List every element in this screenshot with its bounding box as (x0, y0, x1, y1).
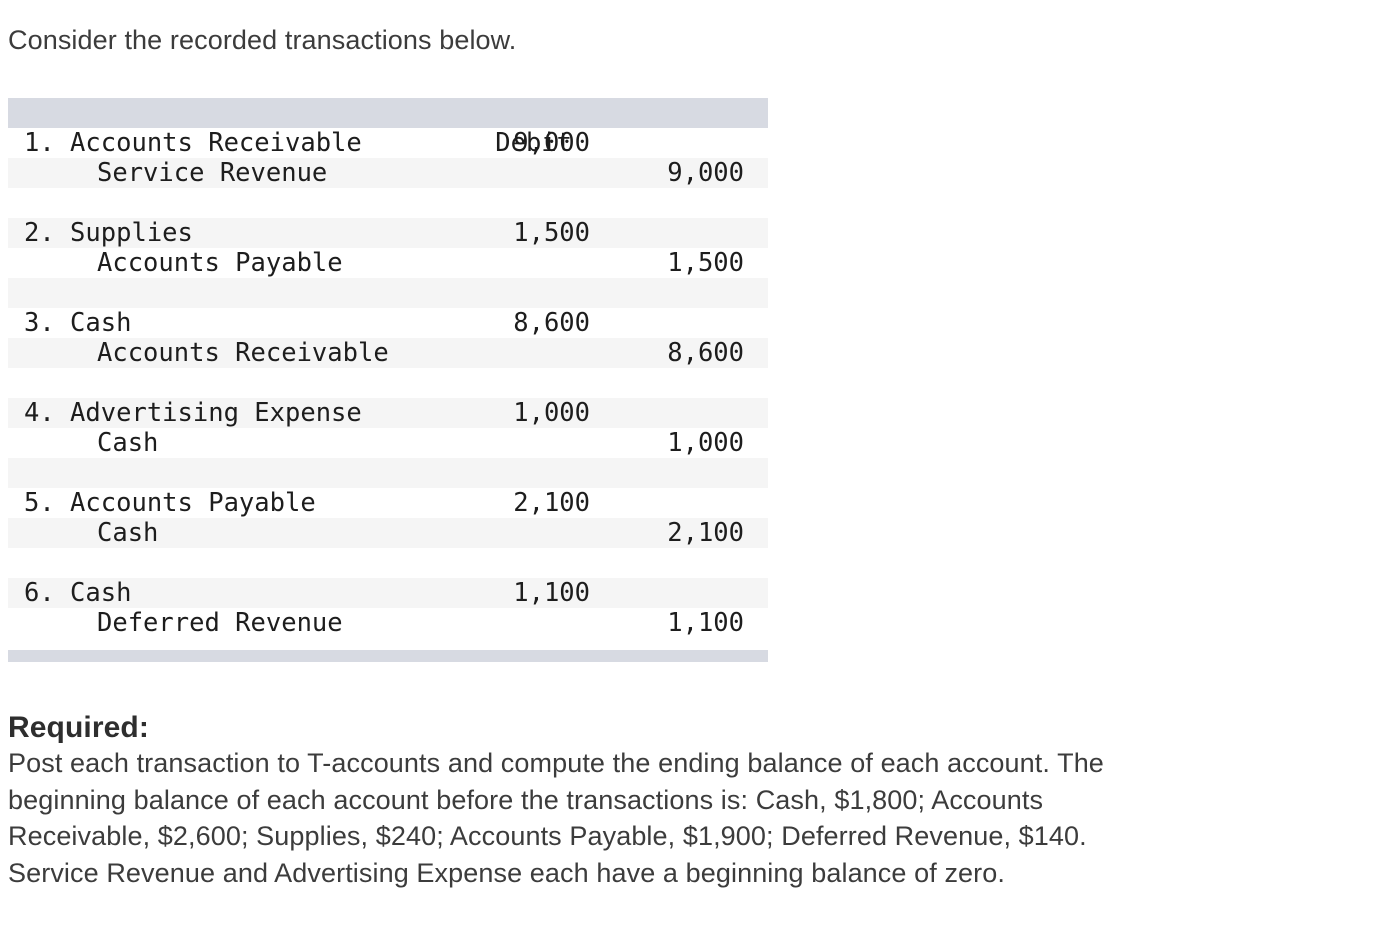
credit-cell: 1,100 (667, 608, 744, 638)
journal-spacer-row (8, 188, 768, 218)
required-paragraph: Post each transaction to T-accounts and … (8, 745, 1104, 891)
journal-spacer-row (8, 278, 768, 308)
account-cell: Deferred Revenue (97, 608, 343, 638)
journal-row: 5. Accounts Payable 2,100 (8, 488, 768, 518)
journal-row: Service Revenue 9,000 (8, 158, 768, 188)
credit-cell: 8,600 (667, 338, 744, 368)
debit-cell: 9,000 (513, 128, 590, 158)
debit-cell: 1,100 (513, 578, 590, 608)
journal-row: Cash 2,100 (8, 518, 768, 548)
journal-spacer-row (8, 368, 768, 398)
credit-cell: 2,100 (667, 518, 744, 548)
required-section: Required: Post each transaction to T-acc… (8, 710, 1348, 888)
credit-cell: 9,000 (667, 158, 744, 188)
account-cell: 5. Accounts Payable (24, 488, 316, 518)
debit-cell: 1,000 (513, 398, 590, 428)
account-cell: Service Revenue (97, 158, 328, 188)
journal-spacer-row (8, 458, 768, 488)
required-text-line: beginning balance of each account before… (8, 784, 1044, 815)
required-text-line: Post each transaction to T-accounts and … (8, 748, 1104, 778)
account-cell: 2. Supplies (24, 218, 193, 248)
journal-row: Deferred Revenue 1,100 (8, 608, 768, 638)
account-cell: 1. Accounts Receivable (24, 128, 362, 158)
journal-row: Accounts Receivable 8,600 (8, 338, 768, 368)
page-title: Consider the recorded transactions below… (8, 25, 517, 55)
required-heading: Required: (8, 711, 149, 744)
debit-cell: 8,600 (513, 308, 590, 338)
account-cell: 6. Cash (24, 578, 132, 608)
account-cell: Accounts Receivable (97, 338, 389, 368)
credit-cell: 1,000 (667, 428, 744, 458)
journal-row: 1. Accounts Receivable 9,000 (8, 128, 768, 158)
journal-row: 2. Supplies 1,500 (8, 218, 768, 248)
journal-entries-table: Debit Credit 1. Accounts Receivable 9,000… (8, 98, 768, 662)
account-cell: Accounts Payable (97, 248, 343, 278)
journal-spacer-row (8, 548, 768, 578)
table-footer-bar (8, 650, 768, 662)
debit-cell: 2,100 (513, 488, 590, 518)
journal-row: 4. Advertising Expense 1,000 (8, 398, 768, 428)
journal-header-row: Debit Credit (8, 98, 768, 188)
credit-cell: 1,500 (667, 248, 744, 278)
debit-cell: 1,500 (513, 218, 590, 248)
journal-row: 3. Cash 8,600 (8, 308, 768, 338)
account-cell: 3. Cash (24, 308, 132, 338)
account-cell: 4. Advertising Expense (24, 398, 362, 428)
journal-row: 6. Cash 1,100 (8, 578, 768, 608)
account-cell: Cash (97, 428, 159, 458)
journal-rows: 1. Accounts Receivable 9,000 Service Reven… (8, 128, 768, 638)
required-text-line: Service Revenue and Advertising Expense … (8, 857, 1005, 888)
required-text-line: Receivable, $2,600; Supplies, $240; Acco… (8, 821, 1087, 851)
journal-row: Accounts Payable 1,500 (8, 248, 768, 278)
account-cell: Cash (97, 518, 159, 548)
debit-column-header: Debit (495, 128, 572, 158)
journal-row: Cash 1,000 (8, 428, 768, 458)
